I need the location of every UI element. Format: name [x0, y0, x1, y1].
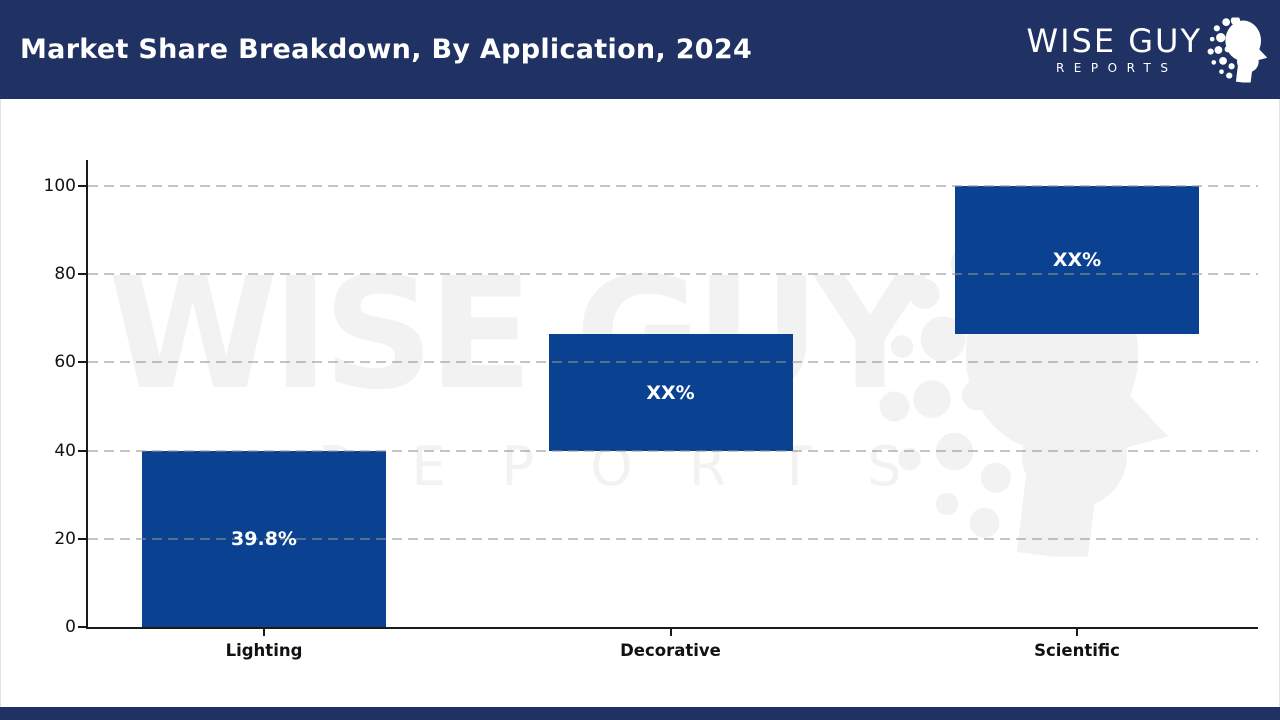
brand-subname: REPORTS — [1055, 61, 1178, 76]
y-tick-label: 20 — [54, 528, 76, 549]
brand-head-icon — [1206, 12, 1268, 88]
grid-line — [88, 273, 1258, 276]
y-tick-label: 40 — [54, 440, 76, 461]
y-tick-mark — [78, 185, 86, 187]
y-tick-label: 100 — [43, 176, 76, 196]
grid-line — [88, 361, 1258, 364]
bar-value-label: XX% — [1052, 248, 1102, 271]
y-tick-mark — [78, 273, 86, 276]
bar-decorative — [548, 333, 793, 452]
brand-logo: WISE GUY REPORTS — [1026, 8, 1268, 92]
grid-line — [88, 185, 1258, 187]
y-tick-label: 80 — [54, 264, 76, 285]
y-tick-label: 0 — [65, 617, 76, 637]
y-tick-label: 60 — [54, 352, 76, 373]
watermark-text: WISE GUY — [108, 245, 926, 424]
x-tick-mark — [669, 629, 672, 636]
y-axis-line — [86, 160, 88, 629]
y-tick-mark — [78, 449, 86, 452]
x-axis-line — [86, 627, 1258, 629]
brand-logo-text: WISE GUY REPORTS — [1026, 21, 1202, 76]
y-tick-mark — [78, 537, 86, 540]
bar-value-label: XX% — [646, 381, 695, 404]
brand-name: WISE GUY — [1026, 21, 1202, 60]
footer-bar — [0, 707, 1280, 720]
bar-scientific — [955, 186, 1199, 334]
y-tick-mark — [78, 361, 86, 364]
grid-line — [88, 449, 1258, 452]
x-tick-mark — [1076, 629, 1078, 636]
x-category-label: Decorative — [620, 641, 721, 660]
bar-value-label: 39.8% — [231, 528, 297, 551]
x-tick-mark — [263, 629, 265, 636]
header-bar: Market Share Breakdown, By Application, … — [0, 0, 1280, 99]
x-category-label: Lighting — [225, 641, 303, 660]
page-title: Market Share Breakdown, By Application, … — [20, 34, 753, 65]
x-category-label: Scientific — [1034, 641, 1120, 660]
grid-line — [88, 537, 1258, 540]
y-tick-mark — [78, 626, 86, 628]
